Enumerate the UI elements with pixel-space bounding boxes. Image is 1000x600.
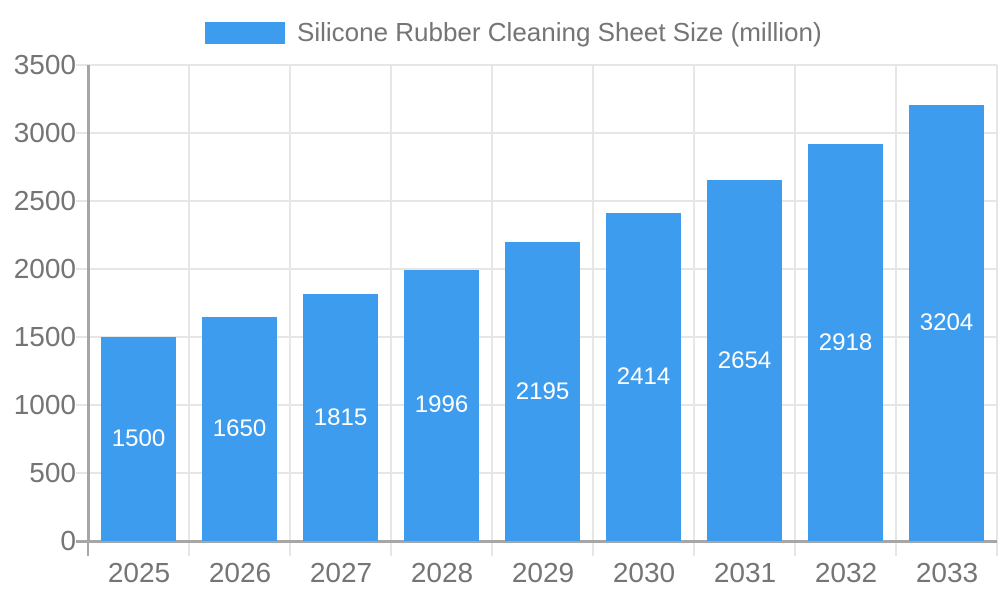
bar-value-label: 1996 bbox=[414, 391, 469, 418]
bar-value-label: 3204 bbox=[919, 309, 974, 336]
y-tick-label: 2500 bbox=[13, 185, 76, 216]
gridline-horizontal bbox=[88, 200, 997, 202]
x-tick-label: 2031 bbox=[713, 557, 777, 588]
gridline-vertical bbox=[693, 65, 695, 541]
x-tick-label: 2028 bbox=[410, 557, 474, 588]
x-tick-label: 2030 bbox=[612, 557, 676, 588]
x-axis-tick bbox=[289, 541, 291, 556]
y-axis-tick bbox=[76, 64, 88, 66]
x-axis-tick bbox=[794, 541, 796, 556]
bar bbox=[404, 270, 479, 541]
x-axis-tick bbox=[895, 541, 897, 556]
legend-label: Silicone Rubber Cleaning Sheet Size (mil… bbox=[297, 17, 822, 47]
x-tick-label: 2026 bbox=[208, 557, 272, 588]
x-axis-line bbox=[76, 540, 997, 543]
bar-value-label: 1500 bbox=[111, 425, 166, 452]
x-tick-label: 2025 bbox=[107, 557, 171, 588]
y-axis-tick bbox=[76, 404, 88, 406]
bar bbox=[505, 242, 580, 541]
y-tick-label: 1500 bbox=[13, 321, 76, 352]
x-tick-label: 2029 bbox=[511, 557, 575, 588]
y-tick-label: 500 bbox=[29, 457, 76, 488]
y-tick-label: 3000 bbox=[13, 117, 76, 148]
y-tick-label: 2000 bbox=[13, 253, 76, 284]
gridline-vertical bbox=[289, 65, 291, 541]
bar bbox=[101, 337, 176, 541]
bar-value-label: 2414 bbox=[616, 363, 671, 390]
x-axis-tick bbox=[188, 541, 190, 556]
x-tick-label: 2033 bbox=[915, 557, 979, 588]
gridline-vertical bbox=[794, 65, 796, 541]
x-axis-tick bbox=[87, 541, 89, 556]
bar bbox=[909, 105, 984, 541]
bar-value-label: 2918 bbox=[818, 329, 873, 356]
x-tick-label: 2027 bbox=[309, 557, 373, 588]
y-tick-label: 1000 bbox=[13, 389, 76, 420]
bar-value-label: 2654 bbox=[717, 347, 772, 374]
legend-swatch bbox=[205, 21, 285, 44]
gridline-vertical bbox=[895, 65, 897, 541]
y-axis-tick bbox=[76, 268, 88, 270]
gridline-vertical bbox=[188, 65, 190, 541]
y-axis-line bbox=[87, 65, 90, 541]
bar bbox=[303, 294, 378, 541]
y-axis-tick bbox=[76, 132, 88, 134]
bar-value-label: 1815 bbox=[313, 404, 368, 431]
y-axis-tick bbox=[76, 336, 88, 338]
bar bbox=[606, 213, 681, 541]
gridline-vertical bbox=[390, 65, 392, 541]
x-tick-label: 2032 bbox=[814, 557, 878, 588]
bar-value-label: 1650 bbox=[212, 415, 267, 442]
gridline-vertical bbox=[592, 65, 594, 541]
bar-value-label: 2195 bbox=[515, 378, 570, 405]
x-axis-tick bbox=[693, 541, 695, 556]
gridline-horizontal bbox=[88, 64, 997, 66]
bar bbox=[808, 144, 883, 541]
y-axis-tick bbox=[76, 200, 88, 202]
gridline-vertical bbox=[996, 65, 998, 541]
gridline-vertical bbox=[491, 65, 493, 541]
x-axis-tick bbox=[996, 541, 998, 556]
x-axis-tick bbox=[390, 541, 392, 556]
y-tick-label: 0 bbox=[60, 525, 76, 556]
x-axis-tick bbox=[592, 541, 594, 556]
bar bbox=[707, 180, 782, 541]
chart-legend: Silicone Rubber Cleaning Sheet Size (mil… bbox=[205, 17, 822, 48]
gridline-horizontal bbox=[88, 132, 997, 134]
bar bbox=[202, 317, 277, 541]
x-axis-tick bbox=[491, 541, 493, 556]
y-axis-tick bbox=[76, 472, 88, 474]
y-tick-label: 3500 bbox=[13, 49, 76, 80]
